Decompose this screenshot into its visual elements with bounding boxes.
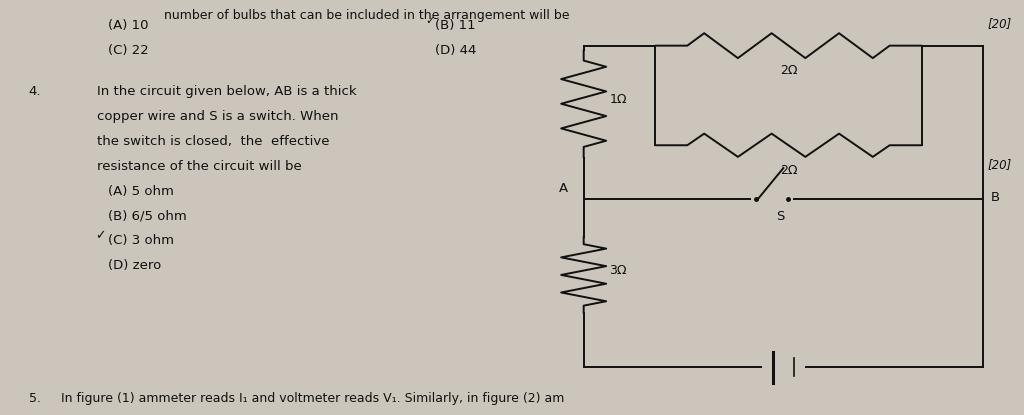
Text: (C) 22: (C) 22 bbox=[108, 44, 148, 56]
Text: ✓: ✓ bbox=[425, 16, 434, 26]
Text: the switch is closed,  the  effective: the switch is closed, the effective bbox=[97, 135, 330, 148]
Text: (B) 11: (B) 11 bbox=[435, 19, 476, 32]
Text: (B) 6/5 ohm: (B) 6/5 ohm bbox=[108, 210, 186, 222]
Text: ✓: ✓ bbox=[95, 229, 105, 242]
Text: 2Ω: 2Ω bbox=[779, 164, 798, 177]
Text: (C) 3 ohm: (C) 3 ohm bbox=[108, 234, 173, 247]
Text: 5.     In figure (1) ammeter reads I₁ and voltmeter reads V₁. Similarly, in figu: 5. In figure (1) ammeter reads I₁ and vo… bbox=[29, 392, 564, 405]
Text: B: B bbox=[991, 190, 1000, 204]
Text: 4.: 4. bbox=[29, 85, 41, 98]
Text: 3Ω: 3Ω bbox=[609, 264, 627, 277]
Text: copper wire and S is a switch. When: copper wire and S is a switch. When bbox=[97, 110, 339, 123]
Text: In the circuit given below, AB is a thick: In the circuit given below, AB is a thic… bbox=[97, 85, 357, 98]
Text: resistance of the circuit will be: resistance of the circuit will be bbox=[97, 160, 302, 173]
Text: (D) zero: (D) zero bbox=[108, 259, 161, 272]
Text: (D) 44: (D) 44 bbox=[435, 44, 476, 56]
Text: (A) 5 ohm: (A) 5 ohm bbox=[108, 185, 173, 198]
Text: number of bulbs that can be included in the arrangement will be: number of bulbs that can be included in … bbox=[164, 9, 569, 22]
Text: [20]: [20] bbox=[987, 17, 1012, 29]
Text: 2Ω: 2Ω bbox=[779, 64, 798, 77]
Text: (A) 10: (A) 10 bbox=[108, 19, 148, 32]
Text: S: S bbox=[776, 210, 784, 222]
Text: A: A bbox=[559, 182, 568, 195]
Text: [20]: [20] bbox=[987, 158, 1012, 171]
Text: 1Ω: 1Ω bbox=[609, 93, 627, 106]
